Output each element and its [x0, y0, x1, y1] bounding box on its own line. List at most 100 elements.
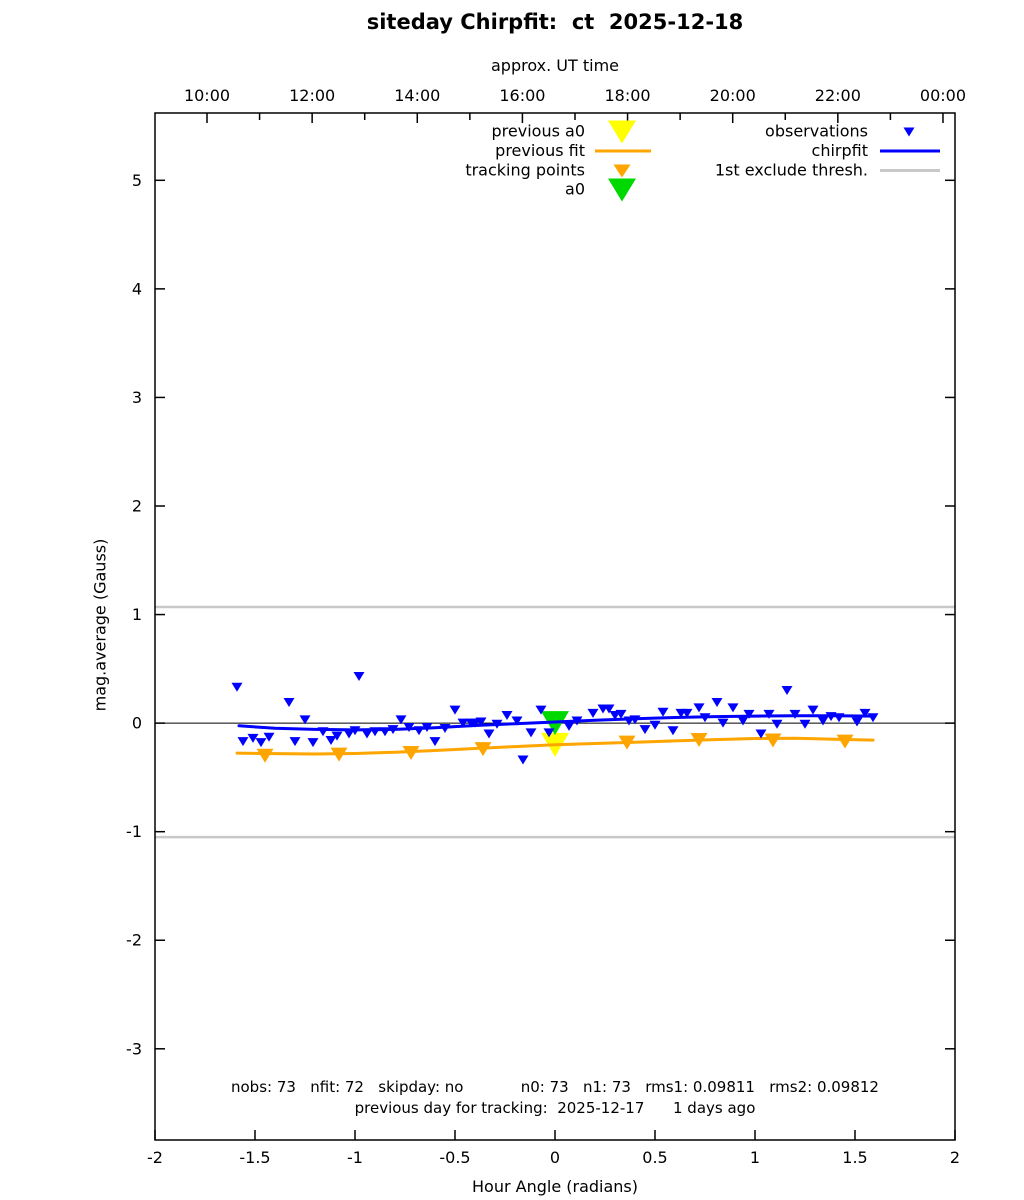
observation-point — [387, 725, 399, 735]
observation-point — [349, 726, 361, 736]
observation-point — [743, 709, 755, 719]
tracking-point — [836, 734, 854, 749]
observation-point — [317, 727, 329, 737]
y-tick-label: 1 — [132, 605, 142, 624]
legend-label: previous a0 — [492, 122, 585, 141]
ut-tick-label: 18:00 — [605, 86, 651, 105]
y-tick-label: -3 — [126, 1039, 142, 1058]
x-tick-label: 1.5 — [842, 1148, 867, 1167]
observation-point — [283, 697, 295, 707]
observation-point — [789, 709, 801, 719]
observation-point — [353, 671, 365, 681]
observation-point — [817, 716, 829, 726]
ut-tick-label: 00:00 — [920, 86, 966, 105]
observation-point — [421, 722, 433, 732]
observation-point — [343, 729, 355, 739]
ut-tick-label: 20:00 — [710, 86, 756, 105]
observation-point — [563, 721, 575, 731]
tracking-point — [618, 735, 636, 750]
x-axis-label: Hour Angle (radians) — [472, 1177, 638, 1196]
observation-point — [571, 716, 583, 726]
y-tick-label: 0 — [132, 714, 142, 733]
observation-point — [543, 728, 555, 738]
observation-point — [475, 717, 487, 727]
x-tick-label: 1 — [750, 1148, 760, 1167]
observation-point — [439, 724, 451, 734]
observation-point — [263, 732, 275, 742]
observation-point — [501, 711, 513, 721]
observation-point — [307, 738, 319, 748]
observation-point — [763, 709, 775, 719]
legend-marker — [608, 178, 636, 202]
observation-point — [331, 731, 343, 741]
observation-point — [525, 728, 537, 738]
tracking-day-line: previous day for tracking: 2025-12-17 1 … — [354, 1099, 756, 1117]
observation-point — [755, 729, 767, 739]
x-tick-label: -1 — [347, 1148, 363, 1167]
tracking-point — [474, 742, 492, 757]
ut-tick-label: 16:00 — [499, 86, 545, 105]
observation-point — [403, 722, 415, 732]
tracking-point — [256, 748, 274, 763]
observation-point — [395, 715, 407, 725]
observation-point — [429, 737, 441, 747]
legend-marker — [613, 164, 631, 178]
legend-label: a0 — [565, 180, 585, 199]
legend-label: observations — [765, 122, 868, 141]
tracking-point — [690, 732, 708, 747]
ut-tick-label: 12:00 — [289, 86, 335, 105]
observation-point — [649, 720, 661, 730]
observation-point — [629, 715, 641, 725]
legend-marker — [608, 120, 636, 144]
legend-label: tracking points — [465, 161, 585, 180]
observation-point — [711, 697, 723, 707]
observation-point — [587, 708, 599, 718]
observation-point — [535, 705, 547, 715]
observation-point — [449, 705, 461, 715]
observation-point — [867, 713, 879, 723]
tracking-point — [330, 747, 348, 762]
plot-border — [154, 112, 956, 1141]
observation-point — [799, 719, 811, 729]
observation-point — [247, 733, 259, 743]
observation-point — [851, 717, 863, 727]
observation-point — [369, 727, 381, 737]
observation-point — [231, 682, 243, 692]
x-tick-label: -1.5 — [239, 1148, 270, 1167]
observation-point — [807, 705, 819, 715]
observation-point — [825, 712, 837, 722]
observation-point — [413, 726, 425, 736]
ut-tick-label: 22:00 — [815, 86, 861, 105]
legend-label: 1st exclude thresh. — [715, 161, 868, 180]
observation-point — [667, 726, 679, 736]
observation-point — [603, 704, 615, 714]
observation-point — [511, 716, 523, 726]
observation-point — [699, 713, 711, 723]
x-tick-label: -0.5 — [439, 1148, 470, 1167]
observation-point — [299, 715, 311, 725]
observation-point — [491, 719, 503, 729]
y-tick-label: 4 — [132, 279, 142, 298]
observation-point — [457, 718, 469, 728]
observation-point — [325, 735, 337, 745]
x-tick-label: 0.5 — [642, 1148, 667, 1167]
observation-point — [693, 703, 705, 713]
ut-tick-label: 14:00 — [394, 86, 440, 105]
tracking-point — [764, 733, 782, 748]
observation-point — [361, 729, 373, 739]
x-tick-label: -2 — [147, 1148, 163, 1167]
observation-point — [483, 729, 495, 739]
y-tick-label: 2 — [132, 496, 142, 515]
legend-label: chirpfit — [812, 141, 868, 160]
observation-point — [517, 755, 529, 765]
observation-point — [717, 718, 729, 728]
observation-point — [255, 738, 267, 748]
observation-point — [737, 716, 749, 726]
x-tick-label: 2 — [950, 1148, 960, 1167]
observation-point — [639, 725, 651, 735]
observation-point — [379, 727, 391, 737]
ut-axis-title: approx. UT time — [491, 56, 619, 75]
observation-point — [833, 713, 845, 723]
y-tick-label: 5 — [132, 171, 142, 190]
